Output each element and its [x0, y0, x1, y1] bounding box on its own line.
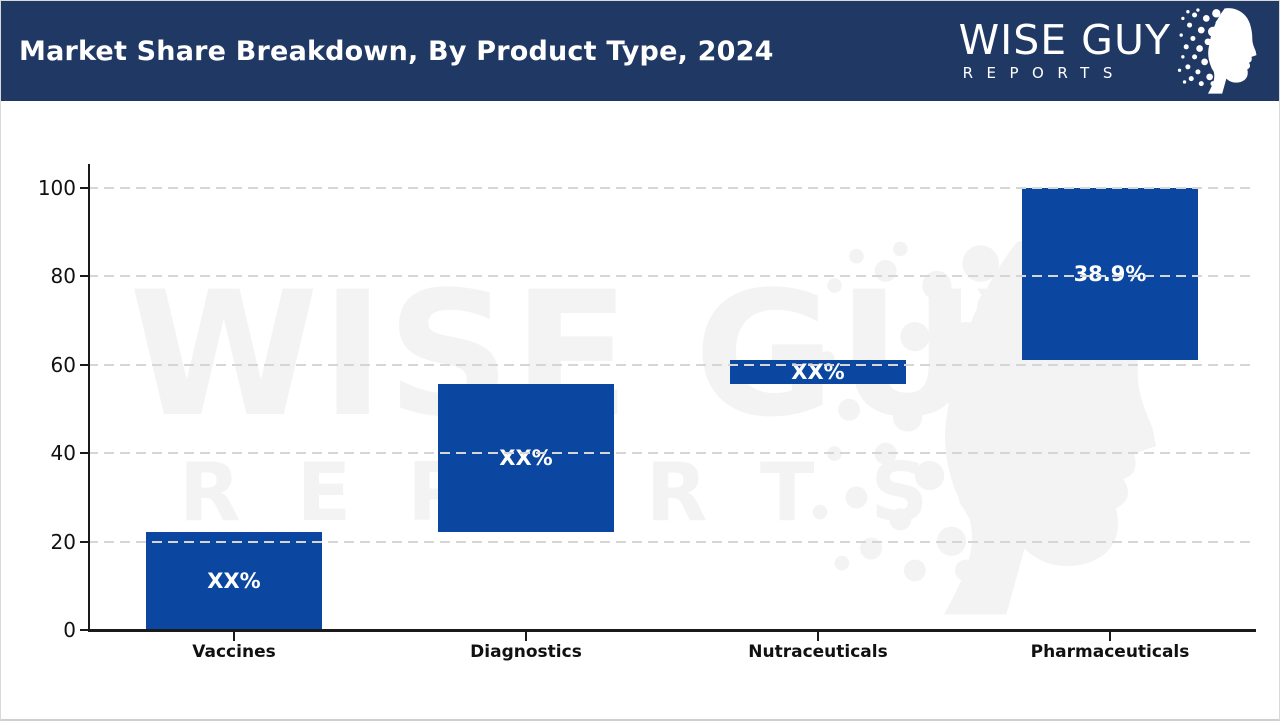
y-tick-label: 100 — [37, 176, 76, 200]
x-tick-label-diagnostics: Diagnostics — [470, 642, 582, 662]
y-axis-tick — [80, 275, 88, 278]
bar-vaccines: XX% — [146, 531, 322, 630]
wiseguy-head-icon — [1175, 5, 1261, 97]
wiseguy-logo: WISE GUY REPORTS — [959, 5, 1261, 97]
y-tick-label: 20 — [50, 529, 76, 554]
x-tick-label-nutraceuticals: Nutraceuticals — [748, 642, 888, 662]
y-tick-label: 0 — [63, 618, 76, 642]
logo-brand-name: WISE GUY — [958, 16, 1171, 64]
header-banner: Market Share Breakdown, By Product Type,… — [1, 1, 1279, 101]
bar-pharmaceuticals: 38.9% — [1022, 188, 1198, 360]
y-tick-label: 40 — [50, 441, 76, 466]
y-axis-tick — [80, 452, 88, 455]
bar-diagnostics: XX% — [438, 384, 614, 532]
logo-brand-subtitle: REPORTS — [962, 64, 1126, 82]
x-axis-line — [88, 629, 1256, 632]
x-tick-label-vaccines: Vaccines — [192, 642, 276, 662]
wiseguy-logo-text: WISE GUY REPORTS — [958, 16, 1171, 83]
x-axis-tick — [1109, 632, 1111, 641]
x-axis-tick — [817, 632, 819, 641]
x-axis-tick — [525, 632, 527, 641]
y-tick-label: 80 — [50, 264, 76, 289]
bar-value-label: XX% — [207, 568, 261, 593]
y-axis-line — [88, 164, 90, 632]
y-axis-tick — [80, 629, 88, 631]
y-axis-tick — [80, 187, 88, 189]
gridline-100 — [88, 187, 1256, 189]
chart-title: Market Share Breakdown, By Product Type,… — [19, 35, 774, 67]
bar-value-label: 38.9% — [1073, 261, 1147, 286]
y-axis-tick — [80, 540, 88, 543]
gridline-60 — [88, 363, 1256, 366]
gridline-80 — [88, 275, 1256, 278]
x-axis-tick — [233, 632, 235, 641]
gridline-20 — [88, 540, 1256, 543]
bar-value-label: XX% — [499, 446, 553, 471]
y-tick-label: 60 — [50, 352, 76, 377]
gridline-40 — [88, 452, 1256, 455]
y-axis-tick — [80, 363, 88, 366]
x-tick-label-pharmaceuticals: Pharmaceuticals — [1030, 642, 1190, 662]
